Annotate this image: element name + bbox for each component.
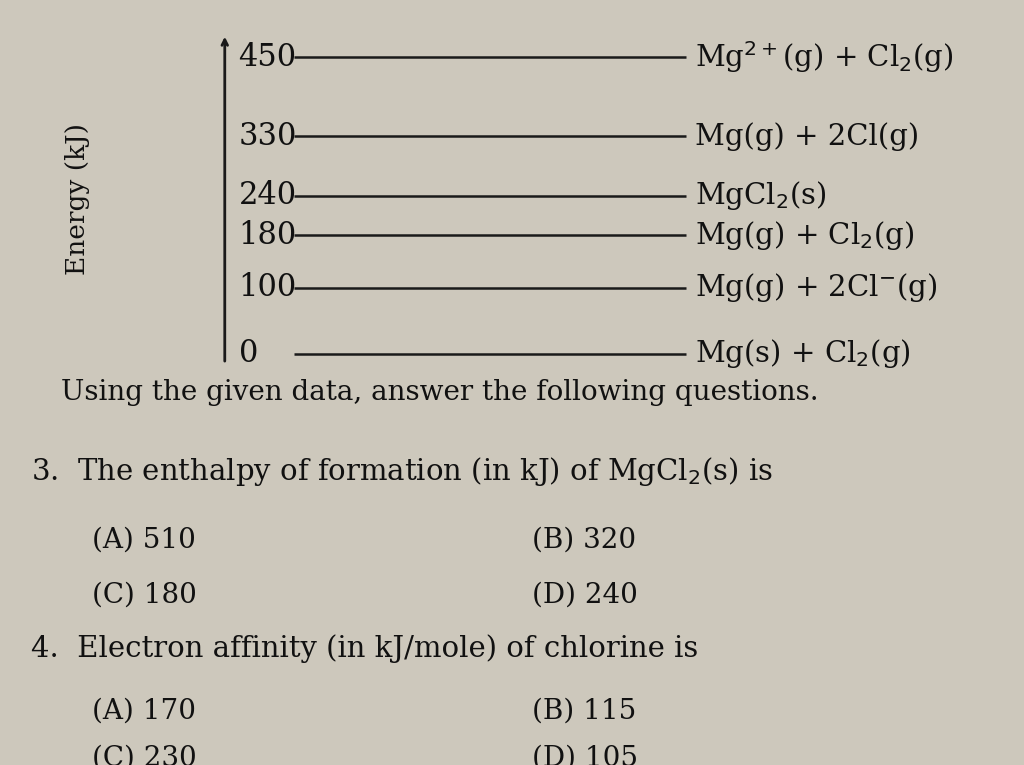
Text: Mg(g) + 2Cl$^{-}$(g): Mg(g) + 2Cl$^{-}$(g): [694, 272, 937, 304]
Text: 240: 240: [239, 180, 297, 211]
Text: Energy (kJ): Energy (kJ): [65, 123, 90, 275]
Text: Using the given data, answer the following questions.: Using the given data, answer the followi…: [61, 379, 819, 406]
Text: 0: 0: [239, 338, 258, 369]
Text: (D) 240: (D) 240: [532, 582, 638, 609]
Text: (C) 180: (C) 180: [92, 582, 197, 609]
Text: 4.  Electron affinity (in kJ/mole) of chlorine is: 4. Electron affinity (in kJ/mole) of chl…: [31, 633, 698, 662]
Text: Mg(g) + 2Cl(g): Mg(g) + 2Cl(g): [694, 122, 919, 151]
Text: Mg(s) + Cl$_2$(g): Mg(s) + Cl$_2$(g): [694, 337, 910, 370]
Text: Mg$^{2+}$(g) + Cl$_2$(g): Mg$^{2+}$(g) + Cl$_2$(g): [694, 39, 953, 75]
Text: 450: 450: [239, 41, 297, 73]
Text: (D) 105: (D) 105: [532, 745, 639, 765]
Text: 330: 330: [239, 121, 297, 151]
Text: (B) 320: (B) 320: [532, 526, 637, 553]
Text: Mg(g) + Cl$_2$(g): Mg(g) + Cl$_2$(g): [694, 219, 914, 252]
Text: (C) 230: (C) 230: [92, 745, 197, 765]
Text: (A) 510: (A) 510: [92, 526, 196, 553]
Text: MgCl$_2$(s): MgCl$_2$(s): [694, 179, 826, 212]
Text: 100: 100: [239, 272, 297, 304]
Text: 180: 180: [239, 220, 297, 251]
Text: 3.  The enthalpy of formation (in kJ) of MgCl$_2$(s) is: 3. The enthalpy of formation (in kJ) of …: [31, 454, 772, 488]
Text: (B) 115: (B) 115: [532, 698, 637, 724]
Text: (A) 170: (A) 170: [92, 698, 197, 724]
